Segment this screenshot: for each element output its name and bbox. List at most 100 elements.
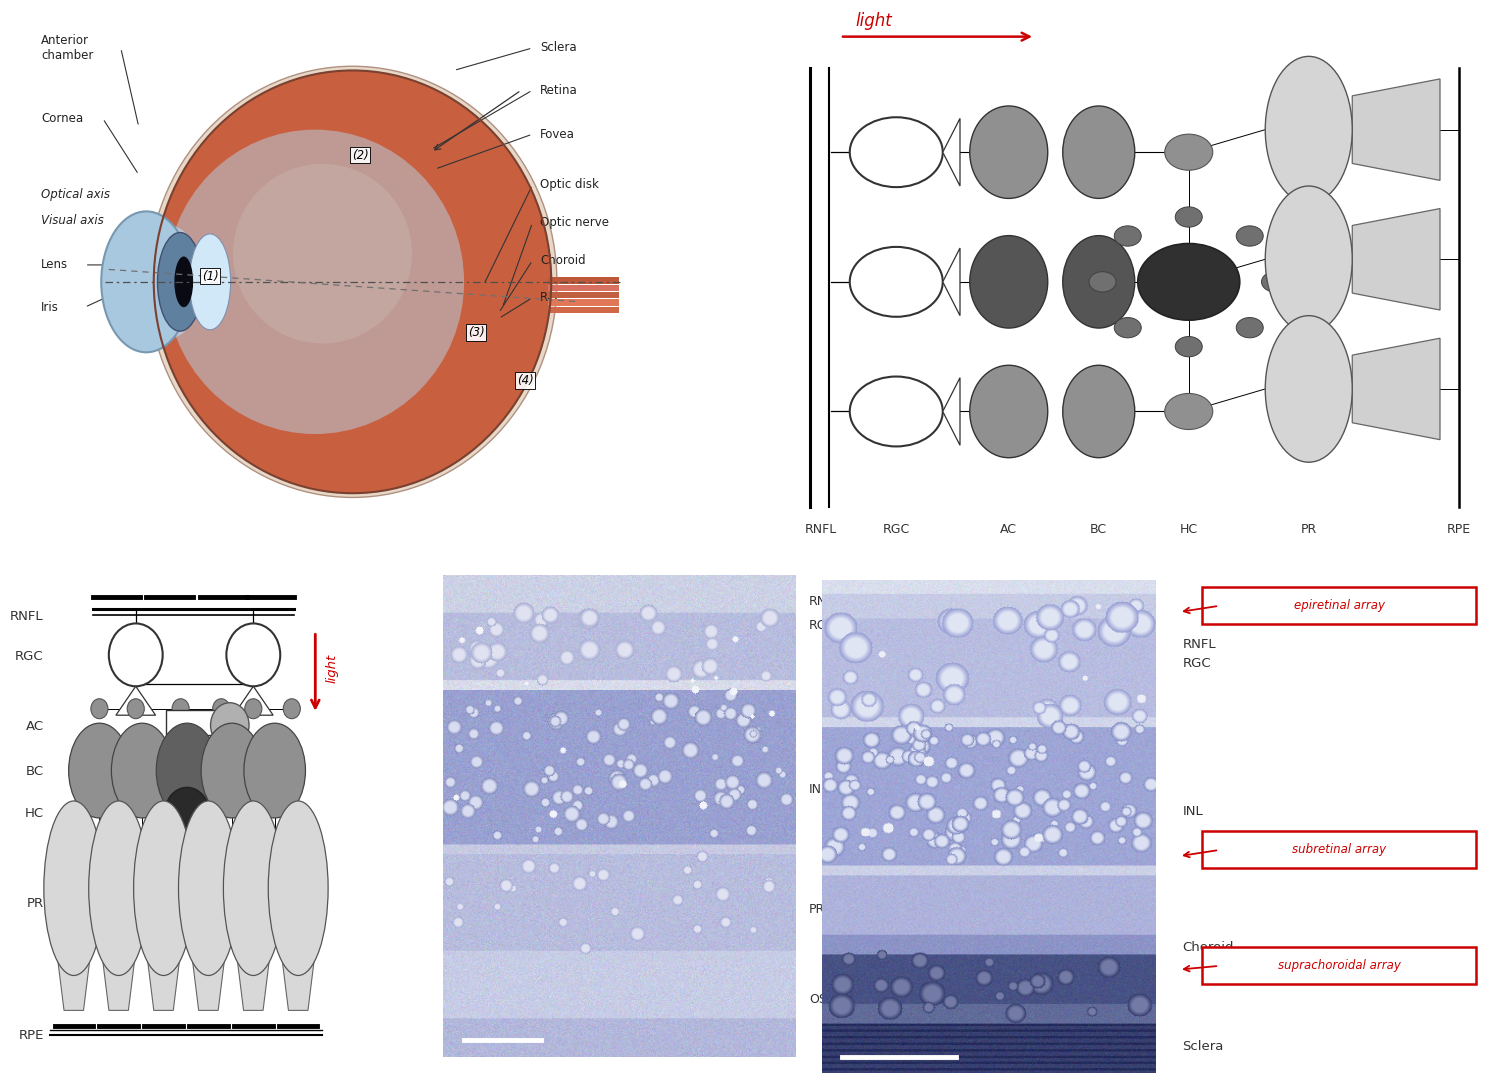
- Text: AC: AC: [26, 720, 44, 733]
- Text: HC: HC: [24, 806, 44, 820]
- Circle shape: [92, 837, 102, 850]
- Circle shape: [226, 623, 280, 686]
- Text: BC: BC: [1090, 524, 1107, 537]
- Text: Optic disk: Optic disk: [540, 179, 598, 192]
- Text: (3): (3): [468, 326, 484, 339]
- Circle shape: [128, 699, 144, 719]
- Text: (2): (2): [351, 149, 369, 162]
- Text: Anterior
chamber: Anterior chamber: [42, 34, 93, 62]
- FancyBboxPatch shape: [1203, 588, 1476, 624]
- Text: Optic nerve: Optic nerve: [540, 216, 609, 229]
- Polygon shape: [1353, 338, 1440, 440]
- Text: Retina: Retina: [540, 83, 578, 96]
- Circle shape: [1236, 225, 1263, 246]
- Ellipse shape: [88, 801, 148, 976]
- Polygon shape: [234, 686, 273, 715]
- Circle shape: [75, 837, 86, 850]
- Text: INL: INL: [1182, 805, 1203, 818]
- Ellipse shape: [244, 723, 306, 818]
- Text: Visual axis: Visual axis: [42, 215, 104, 228]
- Bar: [548, 285, 618, 291]
- Text: (1): (1): [201, 270, 219, 283]
- Text: Sclera: Sclera: [1182, 1040, 1224, 1053]
- Text: BC: BC: [26, 764, 44, 777]
- Circle shape: [849, 376, 942, 447]
- Circle shape: [849, 247, 942, 317]
- Circle shape: [1114, 225, 1142, 246]
- Ellipse shape: [111, 723, 172, 818]
- Polygon shape: [57, 958, 90, 1010]
- Text: INL: INL: [808, 783, 830, 796]
- Text: epiretinal array: epiretinal array: [1294, 599, 1384, 612]
- Text: OS: OS: [808, 993, 826, 1006]
- FancyBboxPatch shape: [1203, 831, 1476, 868]
- Text: Iris: Iris: [42, 300, 58, 313]
- Ellipse shape: [224, 801, 284, 976]
- Circle shape: [1114, 318, 1142, 338]
- Ellipse shape: [153, 70, 552, 493]
- Circle shape: [225, 837, 237, 850]
- Ellipse shape: [69, 723, 130, 818]
- Ellipse shape: [969, 235, 1047, 328]
- Polygon shape: [237, 958, 270, 1010]
- Ellipse shape: [148, 66, 556, 498]
- Ellipse shape: [189, 234, 231, 330]
- Text: (4): (4): [516, 374, 534, 387]
- Ellipse shape: [1062, 365, 1134, 457]
- Circle shape: [172, 699, 189, 719]
- Circle shape: [260, 837, 270, 850]
- Ellipse shape: [1062, 235, 1134, 328]
- Circle shape: [1089, 272, 1116, 292]
- Circle shape: [110, 623, 162, 686]
- Circle shape: [92, 699, 108, 719]
- Polygon shape: [147, 958, 180, 1010]
- Circle shape: [1164, 393, 1212, 429]
- Bar: [165, 710, 218, 735]
- Circle shape: [210, 702, 249, 748]
- Ellipse shape: [1264, 56, 1353, 203]
- Text: subretinal array: subretinal array: [1292, 843, 1386, 856]
- Ellipse shape: [201, 723, 262, 818]
- Text: RPE: RPE: [1446, 524, 1472, 537]
- Text: Choroid: Choroid: [540, 254, 585, 267]
- Bar: [548, 292, 618, 298]
- Circle shape: [1164, 134, 1212, 170]
- Ellipse shape: [268, 801, 328, 976]
- Circle shape: [159, 837, 170, 850]
- Text: AC: AC: [1000, 524, 1017, 537]
- Circle shape: [284, 699, 300, 719]
- Ellipse shape: [174, 257, 194, 307]
- Text: Lens: Lens: [42, 258, 69, 271]
- Text: RNFL: RNFL: [1182, 637, 1216, 650]
- Ellipse shape: [100, 211, 190, 352]
- Ellipse shape: [135, 225, 202, 338]
- Text: RGC: RGC: [1182, 657, 1210, 670]
- Circle shape: [1262, 272, 1288, 292]
- Polygon shape: [102, 958, 135, 1010]
- Text: PR: PR: [1300, 524, 1317, 537]
- Ellipse shape: [44, 801, 104, 976]
- Text: Choroid: Choroid: [1182, 941, 1234, 954]
- Circle shape: [108, 837, 120, 850]
- Ellipse shape: [166, 130, 464, 434]
- Ellipse shape: [1062, 106, 1134, 198]
- Text: RGC: RGC: [882, 524, 910, 537]
- Text: suprachoroidal array: suprachoroidal array: [1278, 959, 1401, 972]
- Ellipse shape: [969, 365, 1047, 457]
- Text: light: light: [326, 655, 339, 683]
- Polygon shape: [116, 686, 156, 715]
- Ellipse shape: [178, 801, 238, 976]
- Polygon shape: [282, 958, 315, 1010]
- Circle shape: [165, 787, 210, 839]
- Circle shape: [849, 117, 942, 188]
- Ellipse shape: [158, 233, 203, 332]
- Circle shape: [192, 837, 202, 850]
- Circle shape: [276, 837, 286, 850]
- Polygon shape: [192, 958, 225, 1010]
- Circle shape: [1176, 207, 1203, 228]
- Text: RPE: RPE: [18, 1029, 44, 1042]
- Polygon shape: [942, 377, 960, 446]
- Circle shape: [1176, 336, 1203, 357]
- Text: Sclera: Sclera: [540, 41, 576, 54]
- Circle shape: [213, 699, 230, 719]
